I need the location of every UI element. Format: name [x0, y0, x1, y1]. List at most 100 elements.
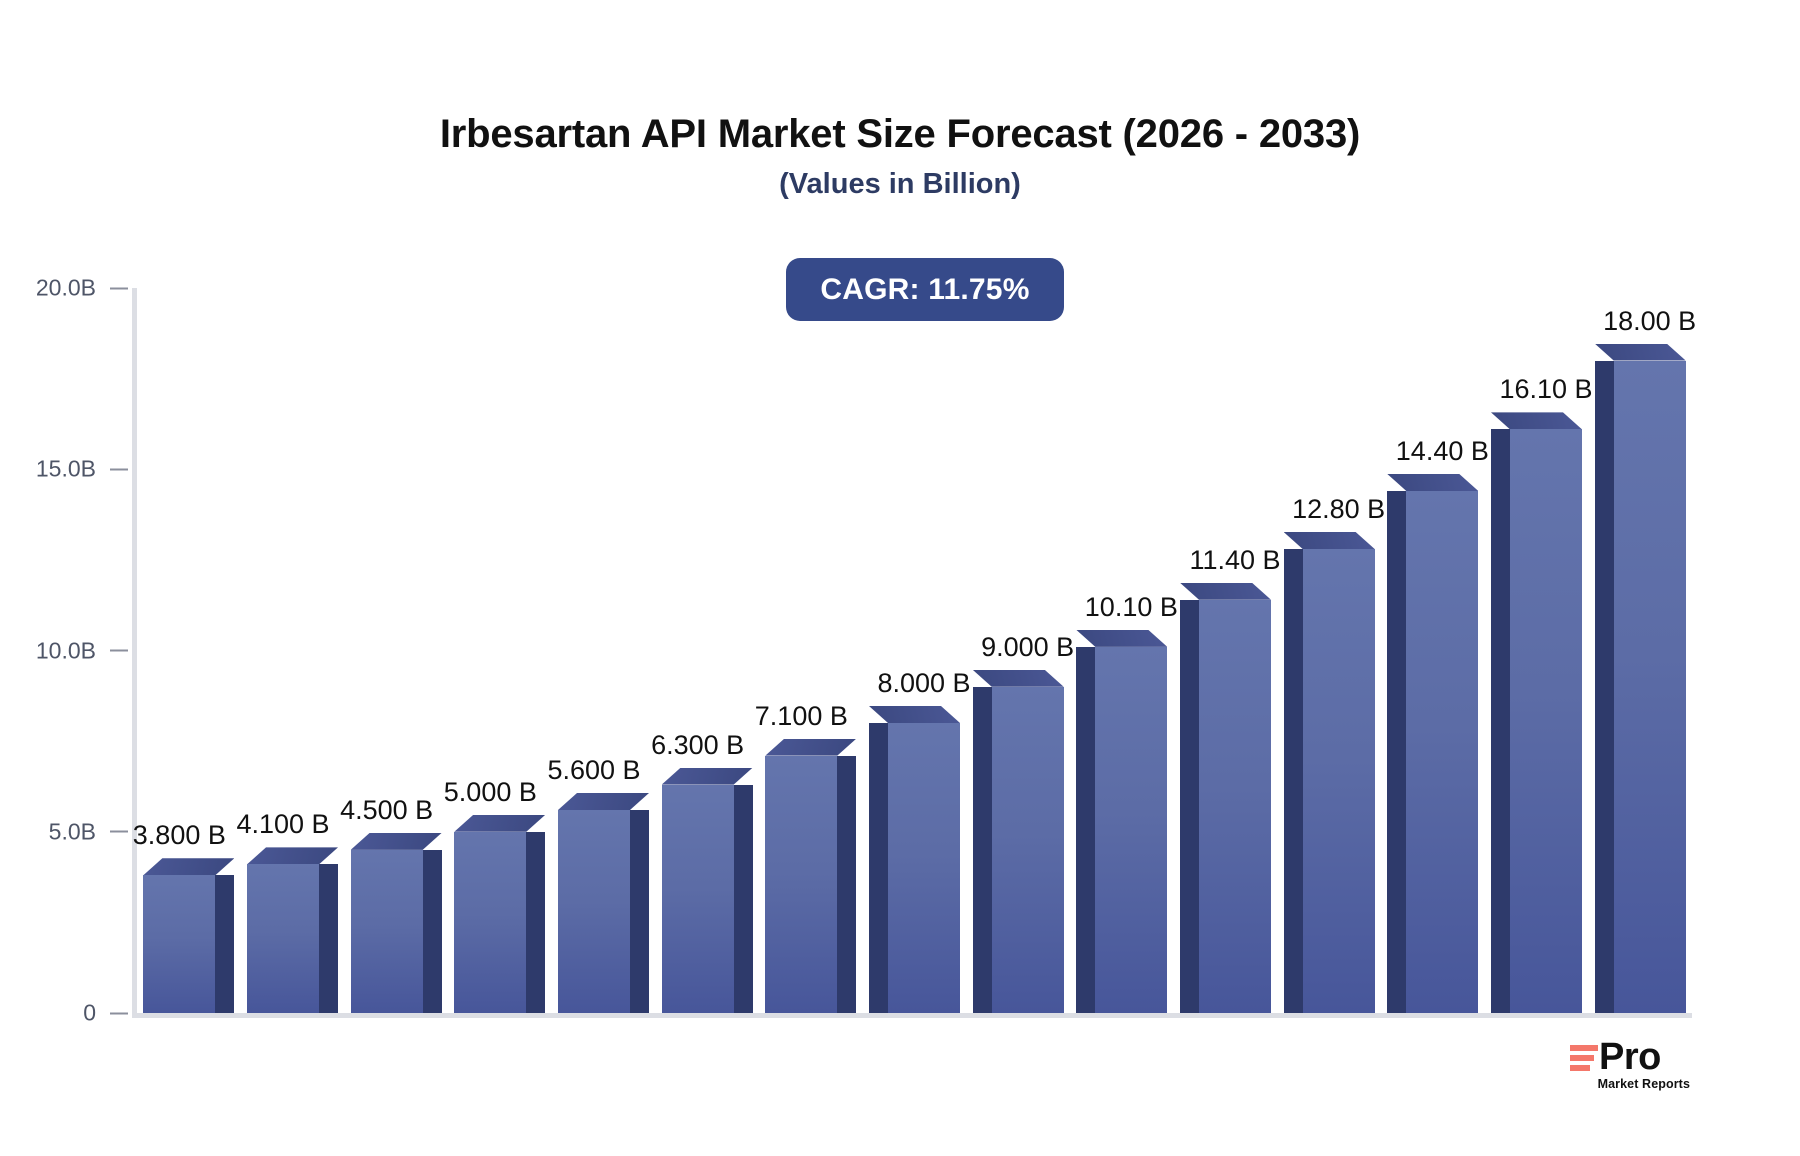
bar-top-face — [1387, 474, 1479, 491]
bar-side-face — [422, 849, 442, 1013]
bar-column[interactable]: 4.500 B — [340, 288, 442, 1013]
bar-2029[interactable] — [1180, 582, 1271, 1013]
bar-value-label: 16.10 B — [1499, 374, 1593, 405]
bar-2028[interactable] — [1076, 629, 1168, 1013]
bar-column[interactable]: 4.100 B — [236, 288, 338, 1013]
x-axis-line — [132, 1013, 1692, 1018]
bar-top-face — [350, 832, 442, 850]
bar-column[interactable]: 12.80 B — [1283, 288, 1385, 1013]
bar-front-face — [765, 755, 838, 1013]
bar-value-label: 11.40 B — [1189, 544, 1281, 575]
bar-front-face — [661, 784, 734, 1013]
bar-top-face — [558, 793, 649, 810]
bar-column[interactable]: 5.000 B — [444, 288, 546, 1013]
bar-value-label: 18.00 B — [1603, 305, 1697, 336]
bar-side-face — [733, 784, 753, 1013]
bar-top-face — [972, 669, 1064, 687]
bar-value-label: 12.80 B — [1292, 494, 1386, 524]
bar-side-face — [526, 831, 546, 1013]
bar-front-face — [1510, 429, 1582, 1013]
y-axis-tick: 0 — [12, 1000, 128, 1027]
y-axis-tick: 10.0B — [12, 637, 128, 664]
bar-front-face — [1095, 646, 1168, 1013]
y-axis-tick-mark — [110, 287, 128, 289]
bar-column[interactable]: 14.40 B — [1387, 288, 1489, 1013]
bar-2024[interactable] — [661, 767, 753, 1013]
bar-top-face — [765, 738, 857, 756]
bar-column[interactable]: 18.00 B — [1594, 288, 1696, 1013]
bar-2027[interactable] — [972, 669, 1064, 1013]
bar-column[interactable]: 3.800 B — [133, 288, 235, 1013]
bar-top-face — [1491, 412, 1582, 430]
bar-2030[interactable] — [1283, 532, 1375, 1013]
bar-front-face — [991, 686, 1064, 1013]
bar-front-face — [1406, 491, 1479, 1013]
plot-area: 3.800 B 4.100 B 4.500 B 5.000 B 5.600 B 6.300… — [36, 275, 1696, 1026]
bar-front-face — [888, 723, 960, 1013]
bar-column[interactable]: 5.600 B — [547, 288, 649, 1013]
bar-column[interactable]: 6.300 B — [651, 288, 753, 1013]
bar-side-face — [1387, 491, 1407, 1013]
y-axis-tick-label: 15.0B — [35, 455, 96, 482]
logo-tagline: Market Reports — [1597, 1076, 1690, 1091]
bar-2019[interactable] — [143, 858, 235, 1013]
bar-2020[interactable] — [247, 847, 338, 1013]
bar-2021[interactable] — [350, 832, 442, 1013]
chart-subtitle: (Values in Billion) — [779, 168, 1021, 200]
bar-front-face — [1302, 549, 1375, 1013]
bar-value-label: 8.000 B — [877, 668, 971, 698]
bar-front-face — [143, 875, 216, 1013]
logo-bars-icon — [1570, 1040, 1598, 1071]
bar-side-face — [630, 810, 649, 1013]
logo-wordmark: Pro — [1599, 1036, 1661, 1078]
bar-side-face — [837, 755, 857, 1013]
bar-column[interactable]: 10.10 B — [1076, 288, 1178, 1013]
bar-side-face — [1594, 360, 1614, 1013]
bar-column[interactable]: 9.000 B — [972, 288, 1074, 1013]
bar-2026[interactable] — [869, 706, 960, 1013]
bar-top-face — [1180, 582, 1271, 600]
y-axis-tick-label: 10.0B — [35, 637, 96, 663]
bar-2033[interactable] — [1594, 343, 1686, 1013]
bar-column[interactable]: 11.40 B — [1180, 288, 1281, 1013]
bar-front-face — [1199, 599, 1271, 1013]
bar-column[interactable]: 8.000 B — [869, 288, 971, 1013]
bar-value-label: 7.100 B — [754, 700, 848, 731]
bar-column[interactable]: 16.10 B — [1491, 288, 1593, 1013]
bar-2023[interactable] — [558, 793, 649, 1013]
y-axis-tick-label: 5.0B — [48, 818, 96, 845]
bar-top-face — [1076, 629, 1168, 647]
logo-row: Pro — [1570, 1036, 1690, 1078]
bar-front-face — [454, 831, 527, 1013]
bar-side-face — [215, 875, 235, 1013]
bar-top-face — [869, 706, 960, 723]
bar-side-face — [972, 686, 992, 1013]
bar-side-face — [319, 864, 338, 1013]
bar-top-face — [661, 767, 753, 785]
bar-value-label: 5.600 B — [547, 755, 641, 785]
bar-2022[interactable] — [454, 814, 546, 1013]
brand-logo: Pro Market Reports — [1570, 1036, 1690, 1102]
bar-value-label: 10.10 B — [1084, 591, 1178, 622]
bar-2032[interactable] — [1491, 412, 1582, 1013]
y-axis-tick: 5.0B — [12, 818, 128, 845]
bar-value-label: 4.500 B — [340, 794, 434, 825]
bar-value-label: 3.800 B — [132, 820, 226, 851]
y-axis-tick: 20.0B — [12, 275, 128, 302]
bar-side-face — [1180, 599, 1199, 1013]
y-axis-tick-mark — [110, 468, 128, 471]
bar-side-face — [1491, 429, 1510, 1013]
bar-column[interactable]: 7.100 B — [755, 288, 857, 1013]
bar-side-face — [1283, 549, 1303, 1013]
bar-value-label: 14.40 B — [1395, 436, 1489, 466]
bar-top-face — [1283, 532, 1375, 549]
bar-top-face — [1594, 343, 1686, 361]
bar-front-face — [558, 810, 630, 1013]
bar-2031[interactable] — [1387, 474, 1479, 1013]
bar-2025[interactable] — [765, 738, 857, 1013]
bar-series: 3.800 B 4.100 B 4.500 B 5.000 B 5.600 B 6.300… — [133, 288, 1696, 1013]
bar-value-label: 9.000 B — [981, 631, 1075, 662]
chart-title: Irbesartan API Market Size Forecast (202… — [439, 112, 1361, 156]
cagr-badge: CAGR: 11.75% — [786, 258, 1064, 321]
